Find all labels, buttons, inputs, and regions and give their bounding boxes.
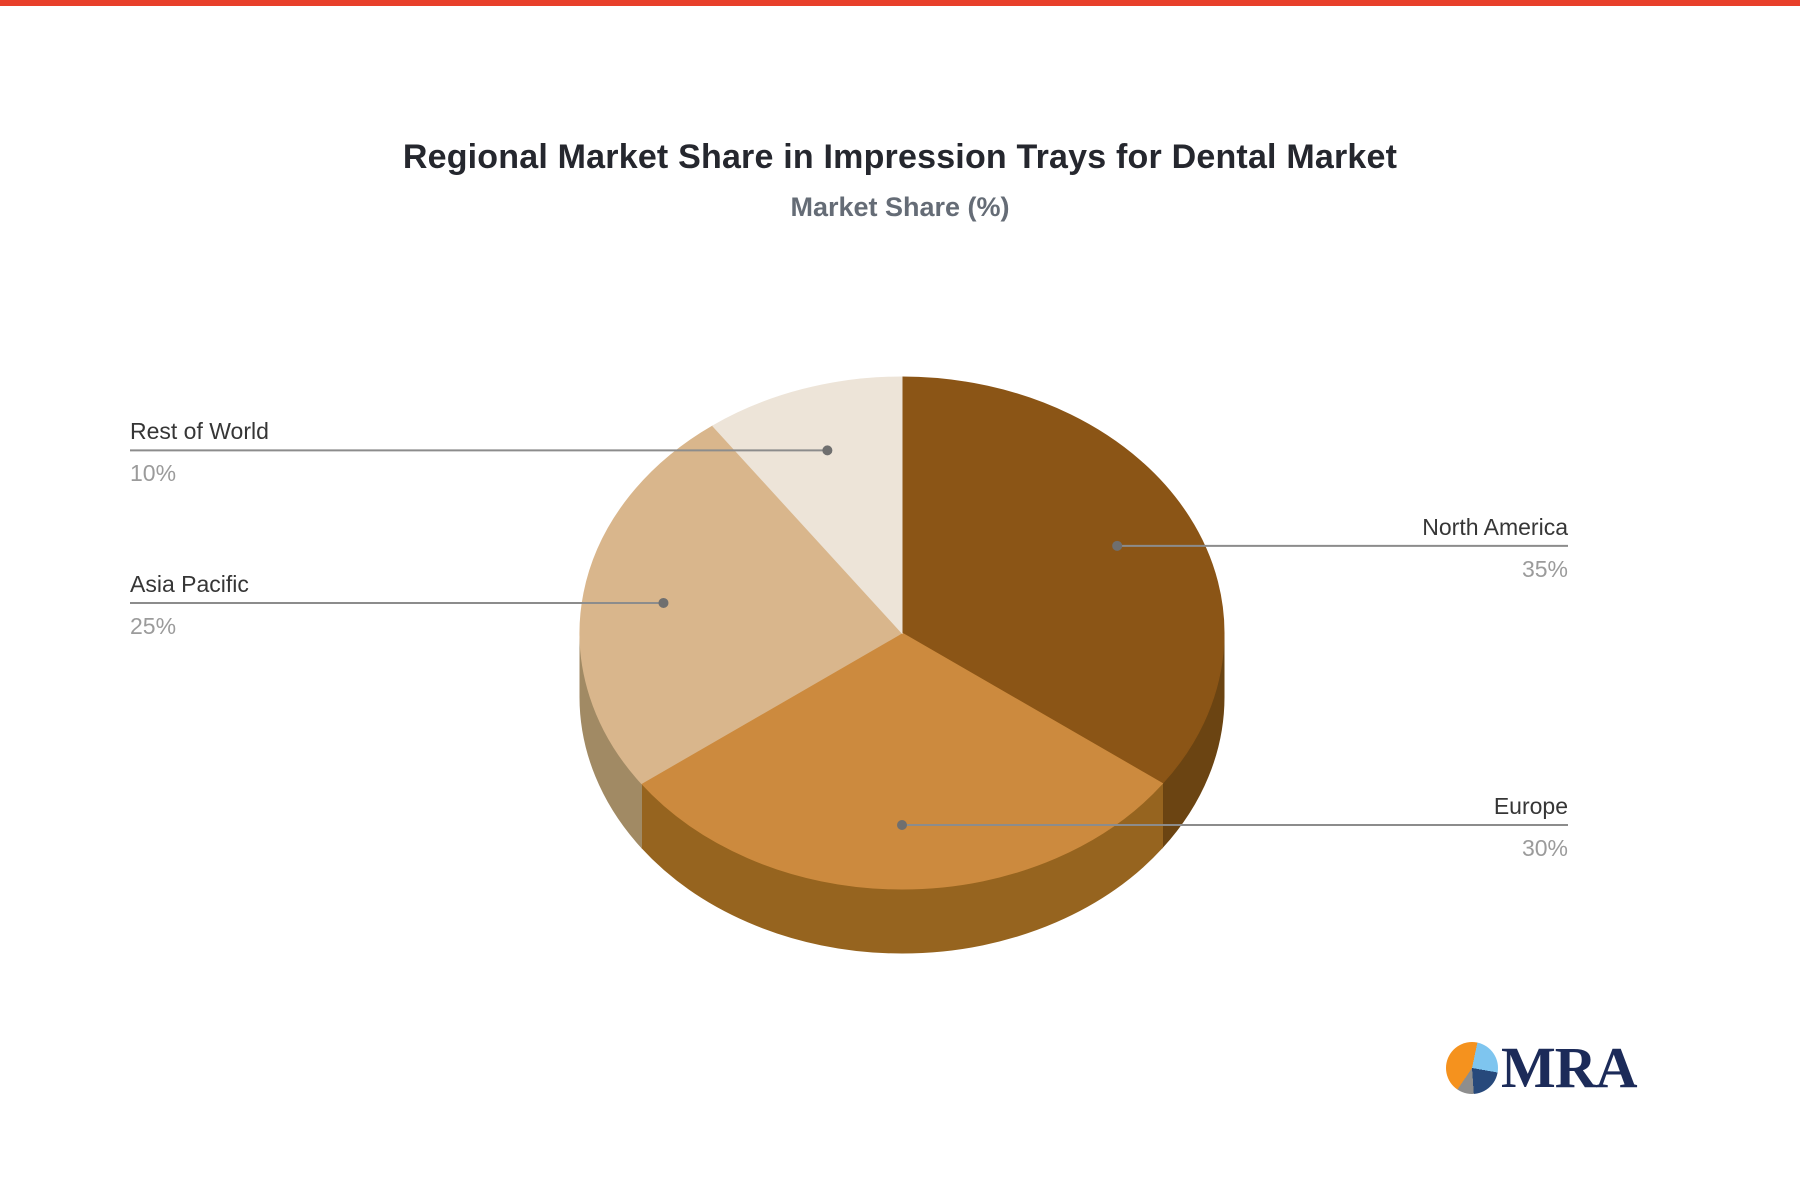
leader-dot-europe (897, 820, 907, 830)
pie-slice-north-america[interactable] (901, 376, 1225, 785)
percent-north-america: 35% (1521, 555, 1568, 582)
label-rest-of-world: Rest of World (130, 418, 269, 445)
leader-dot-north-america (1112, 540, 1123, 551)
mra-logo: MRA (1446, 1035, 1638, 1100)
label-asia-pacific: Asia Pacific (130, 570, 249, 597)
chart-title: Regional Market Share in Impression Tray… (402, 138, 1398, 176)
logo-text: MRA (1501, 1035, 1638, 1100)
pie-chart-icon (1446, 1042, 1498, 1094)
pie-slice-asia-pacific[interactable] (579, 425, 903, 785)
percent-europe: 30% (1521, 835, 1568, 861)
top-edge-bar (0, 0, 1800, 6)
pie-slice-rest-of-world[interactable] (711, 376, 903, 635)
leader-dot-rest-of-world (822, 445, 833, 456)
label-north-america: North America (1422, 513, 1568, 540)
percent-rest-of-world: 10% (130, 460, 177, 487)
chart-subtitle: Market Share (%) (790, 192, 1010, 222)
leader-dot-asia-pacific (658, 597, 669, 608)
label-europe: Europe (1493, 793, 1568, 819)
percent-asia-pacific: 25% (130, 612, 177, 639)
